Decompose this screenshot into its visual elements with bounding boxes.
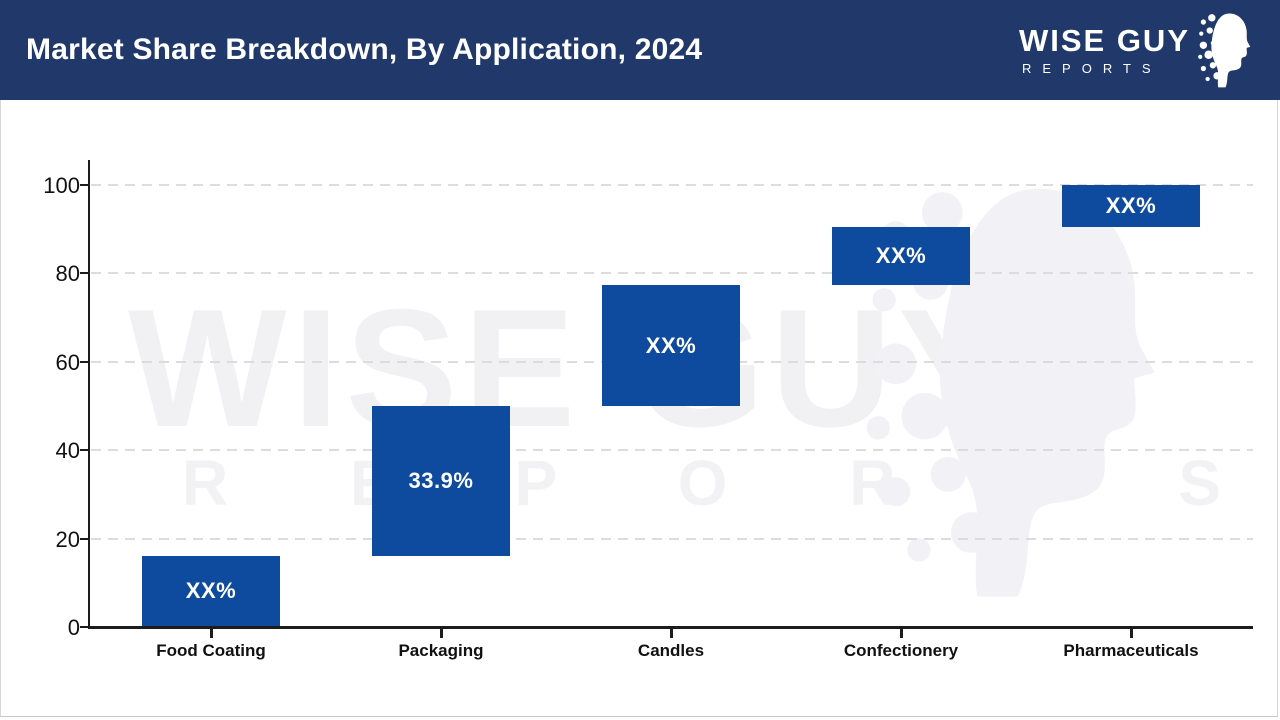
wiseguy-logo: WISE GUY REPORTS — [1019, 10, 1254, 90]
bar-value-label-food-coating: XX% — [185, 578, 237, 604]
x-axis-label-pharmaceuticals: Pharmaceuticals — [1063, 641, 1199, 660]
y-axis-tick-80 — [80, 272, 89, 275]
logo-text: WISE GUY REPORTS — [1019, 25, 1190, 75]
logo-subtitle: REPORTS — [1021, 61, 1162, 76]
bar-value-label-candles: XX% — [645, 332, 697, 358]
wiseguy-face-icon — [1198, 13, 1251, 88]
watermark-logo-text: WISE GUY — [128, 274, 1017, 462]
y-axis-tick-100 — [80, 184, 89, 186]
y-axis-label-40: 40 — [55, 438, 80, 464]
page-title: Market Share Breakdown, By Application, … — [26, 33, 703, 66]
x-axis-label-confectionery: Confectionery — [843, 641, 959, 660]
bar-candles: XX% — [602, 285, 740, 406]
y-axis-tick-60 — [80, 360, 89, 363]
x-axis-tick-packaging — [440, 629, 443, 638]
bar-value-label-confectionery: XX% — [875, 243, 927, 269]
gridline-80 — [91, 272, 1253, 275]
x-axis-label-packaging: Packaging — [398, 641, 484, 660]
bar-packaging: 33.9% — [372, 406, 510, 556]
gridline-100 — [91, 184, 1253, 186]
x-axis-line — [88, 626, 1253, 629]
bar-value-label-packaging: 33.9% — [408, 467, 474, 493]
y-axis-label-60: 60 — [55, 349, 80, 375]
y-axis-label-80: 80 — [55, 261, 80, 287]
x-axis-label-candles: Candles — [637, 641, 705, 660]
x-axis-tick-food-coating — [210, 629, 213, 638]
bar-value-label-pharmaceuticals: XX% — [1105, 192, 1157, 218]
y-axis-label-20: 20 — [55, 526, 80, 552]
watermark-reports-text: R E P O R T S — [182, 447, 1273, 519]
y-axis-label-0: 0 — [67, 615, 80, 640]
x-axis-label-food-coating: Food Coating — [156, 641, 266, 660]
y-axis-label-100: 100 — [43, 173, 80, 198]
x-axis-tick-candles — [670, 629, 673, 638]
gridline-20 — [91, 537, 1253, 540]
y-axis-line — [88, 160, 90, 629]
bar-food-coating: XX% — [142, 555, 280, 627]
y-axis-tick-20 — [80, 537, 89, 540]
header-bar: Market Share Breakdown, By Application, … — [0, 0, 1280, 100]
x-axis-tick-confectionery — [900, 629, 903, 638]
bar-pharmaceuticals: XX% — [1062, 185, 1200, 227]
y-axis-tick-0 — [80, 626, 89, 628]
logo-name: WISE GUY — [1018, 23, 1190, 58]
y-axis-tick-40 — [80, 449, 89, 452]
bar-confectionery: XX% — [832, 226, 970, 286]
x-axis-tick-pharmaceuticals — [1130, 629, 1133, 638]
gridline-40 — [91, 449, 1253, 452]
